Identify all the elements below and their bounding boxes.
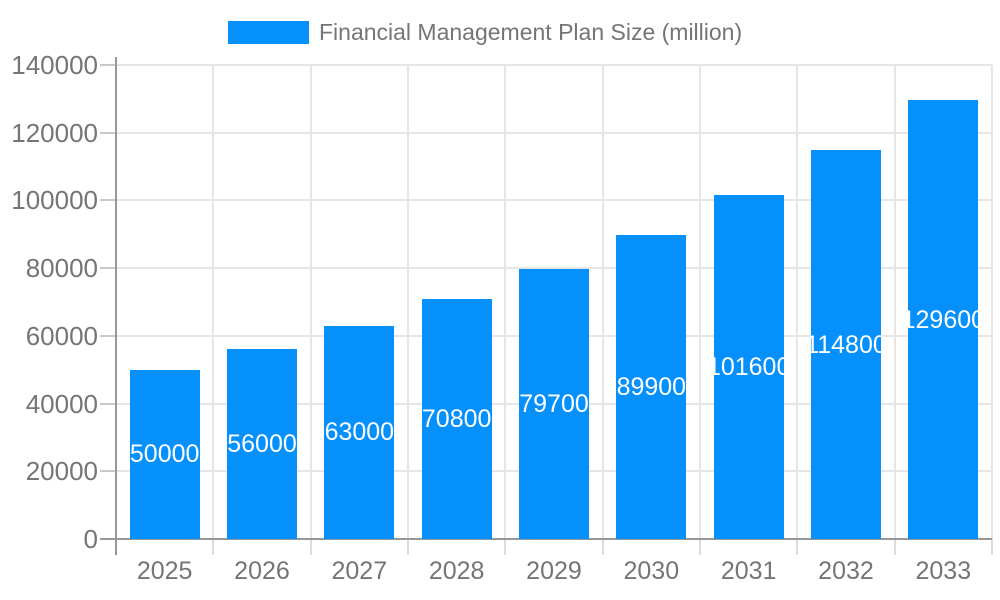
gridline-horizontal xyxy=(116,64,992,66)
legend-label: Financial Management Plan Size (million) xyxy=(319,19,743,45)
bar-value-label: 50000 xyxy=(129,440,200,469)
legend-item[interactable]: Financial Management Plan Size (million) xyxy=(228,19,742,46)
bar[interactable] xyxy=(129,369,200,539)
gridline-vertical xyxy=(893,65,896,539)
bar[interactable] xyxy=(811,150,881,539)
y-axis-tick xyxy=(100,64,116,66)
y-axis-tick xyxy=(100,334,116,337)
x-axis-tick xyxy=(796,539,799,555)
y-axis-label: 80000 xyxy=(25,253,98,284)
gridline-horizontal xyxy=(116,131,992,134)
x-axis-label: 2031 xyxy=(720,557,777,585)
gridline-vertical xyxy=(991,65,993,539)
gridline-horizontal xyxy=(116,267,992,270)
bar-value-label: 70800 xyxy=(421,405,492,434)
bar-value-label: 114800 xyxy=(805,330,887,359)
x-axis-line xyxy=(100,538,992,540)
y-axis-label: 120000 xyxy=(11,117,98,148)
bar-value-label: 56000 xyxy=(227,430,297,459)
y-axis-label: 40000 xyxy=(25,388,98,419)
y-axis-label: 100000 xyxy=(11,185,98,216)
bar-value-label: 129600 xyxy=(901,305,986,334)
x-axis-label: 2027 xyxy=(331,557,388,585)
bar[interactable] xyxy=(227,349,297,539)
gridline-vertical xyxy=(699,65,701,539)
bar[interactable] xyxy=(908,100,979,539)
x-axis-tick xyxy=(309,539,312,555)
bar-value-label: 101600 xyxy=(706,353,791,381)
y-axis-label: 60000 xyxy=(25,320,98,351)
bar[interactable] xyxy=(616,234,687,539)
x-axis-tick xyxy=(601,539,604,555)
y-axis-tick xyxy=(100,131,116,134)
bar[interactable] xyxy=(324,325,395,539)
x-axis-tick xyxy=(991,539,993,555)
x-axis-tick xyxy=(504,539,507,555)
gridline-vertical xyxy=(212,65,215,539)
x-axis-label: 2029 xyxy=(526,557,582,585)
y-axis-line xyxy=(115,57,117,555)
x-axis-label: 2030 xyxy=(623,557,680,585)
x-axis-label: 2026 xyxy=(234,557,290,585)
x-axis-label: 2025 xyxy=(136,557,193,585)
bar-value-label: 89900 xyxy=(616,372,687,401)
gridline-horizontal xyxy=(116,199,992,202)
y-axis-label: 0 xyxy=(83,524,98,554)
x-axis-tick xyxy=(407,539,409,555)
y-axis-tick xyxy=(100,267,116,270)
gridline-vertical xyxy=(796,65,799,539)
x-axis-tick xyxy=(212,539,215,555)
x-axis-label: 2033 xyxy=(915,557,972,585)
y-axis-tick xyxy=(100,402,116,405)
x-axis-tick xyxy=(893,539,896,555)
gridline-vertical xyxy=(504,65,507,539)
x-axis-tick xyxy=(699,539,701,555)
bar[interactable] xyxy=(421,299,492,539)
y-axis-label: 140000 xyxy=(11,50,98,80)
y-axis-tick xyxy=(100,470,116,473)
gridline-vertical xyxy=(601,65,604,539)
x-axis-label: 2028 xyxy=(428,557,485,585)
bar[interactable] xyxy=(713,195,784,539)
gridline-vertical xyxy=(309,65,312,539)
y-axis-tick xyxy=(100,199,116,202)
x-axis-label: 2032 xyxy=(818,557,874,585)
gridline-vertical xyxy=(407,65,409,539)
bar-value-label: 79700 xyxy=(519,390,589,419)
bar-value-label: 63000 xyxy=(324,418,395,447)
bar[interactable] xyxy=(519,269,589,539)
legend-swatch-icon xyxy=(228,21,309,44)
y-axis-label: 20000 xyxy=(25,456,98,487)
